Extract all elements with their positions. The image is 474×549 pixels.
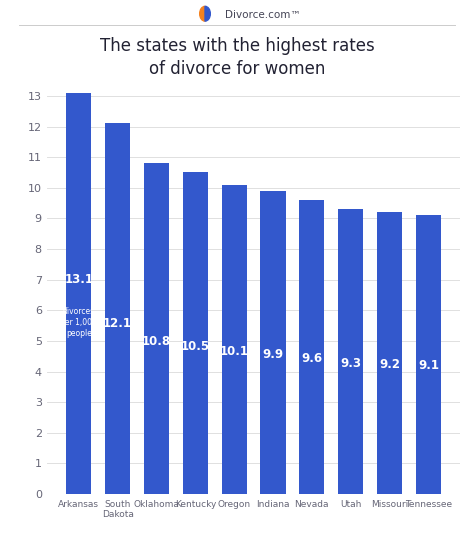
Text: 10.8: 10.8: [142, 335, 171, 349]
Text: 9.1: 9.1: [418, 360, 439, 372]
Bar: [105, 124, 130, 494]
Bar: [416, 215, 441, 494]
Wedge shape: [205, 6, 210, 21]
Bar: [221, 184, 247, 494]
Text: 10.5: 10.5: [181, 340, 210, 352]
Bar: [66, 93, 91, 494]
Text: 9.3: 9.3: [340, 356, 361, 369]
Text: 10.1: 10.1: [219, 345, 249, 358]
Text: divorces
per 1,000
people: divorces per 1,000 people: [60, 307, 97, 338]
Text: Divorce.com™: Divorce.com™: [225, 10, 301, 20]
Bar: [260, 191, 286, 494]
Text: 9.9: 9.9: [263, 348, 283, 361]
Bar: [182, 172, 208, 494]
Bar: [299, 200, 325, 494]
Text: 9.2: 9.2: [379, 358, 400, 371]
Bar: [377, 212, 402, 494]
Bar: [338, 209, 364, 494]
Text: The states with the highest rates
of divorce for women: The states with the highest rates of div…: [100, 37, 374, 79]
Bar: [144, 163, 169, 494]
Text: 9.6: 9.6: [301, 352, 322, 365]
Wedge shape: [200, 6, 205, 21]
Text: 13.1: 13.1: [64, 273, 93, 286]
Text: 12.1: 12.1: [103, 317, 132, 330]
